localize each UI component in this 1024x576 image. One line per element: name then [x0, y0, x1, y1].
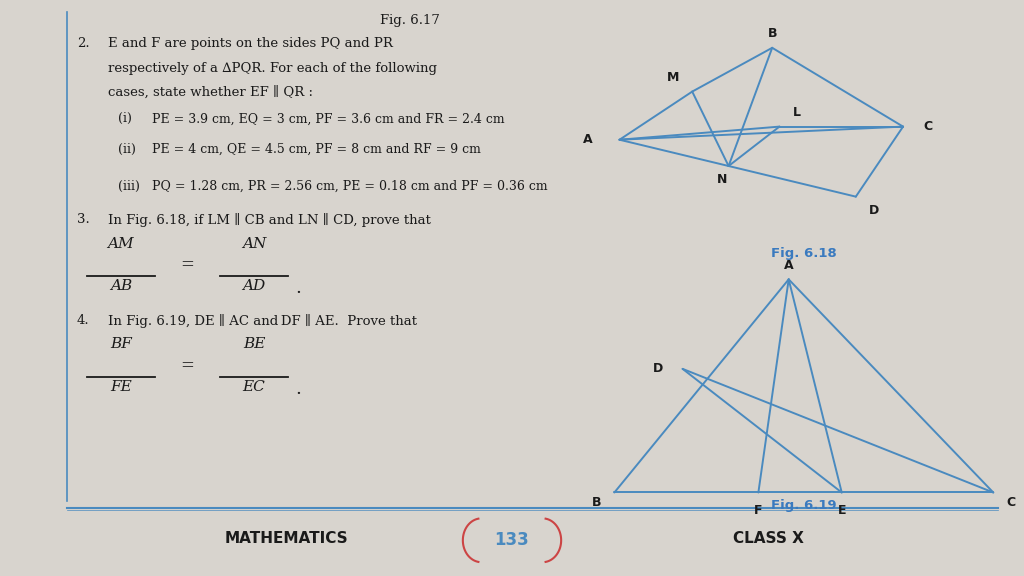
Text: In Fig. 6.19, DE ∥ AC and DF ∥ AE.  Prove that: In Fig. 6.19, DE ∥ AC and DF ∥ AE. Prove… [108, 314, 417, 328]
Text: B: B [592, 497, 601, 509]
Text: FE: FE [110, 380, 132, 394]
Text: AB: AB [110, 279, 132, 293]
Text: M: M [667, 71, 679, 84]
Text: =: = [180, 256, 195, 274]
Text: D: D [869, 204, 880, 217]
Text: BF: BF [110, 338, 132, 351]
Text: A: A [784, 259, 794, 272]
Text: 4.: 4. [77, 314, 89, 327]
Text: (ii): (ii) [118, 143, 135, 156]
Text: D: D [652, 362, 663, 376]
Text: BE: BE [243, 338, 265, 351]
Text: F: F [754, 503, 763, 517]
Text: CLASS X: CLASS X [732, 531, 804, 546]
Text: In Fig. 6.18, if LM ∥ CB and LN ∥ CD, prove that: In Fig. 6.18, if LM ∥ CB and LN ∥ CD, pr… [108, 213, 430, 227]
Text: AN: AN [242, 237, 266, 251]
Text: .: . [295, 279, 301, 297]
Text: PQ = 1.28 cm, PR = 2.56 cm, PE = 0.18 cm and PF = 0.36 cm: PQ = 1.28 cm, PR = 2.56 cm, PE = 0.18 cm… [152, 180, 547, 193]
Text: L: L [793, 106, 801, 119]
Text: =: = [180, 357, 195, 374]
Text: 2.: 2. [77, 37, 89, 51]
Text: 133: 133 [495, 531, 529, 550]
Text: A: A [584, 133, 593, 146]
Text: E: E [838, 503, 846, 517]
Text: PE = 4 cm, QE = 4.5 cm, PF = 8 cm and RF = 9 cm: PE = 4 cm, QE = 4.5 cm, PF = 8 cm and RF… [152, 143, 480, 156]
Text: .: . [295, 380, 301, 398]
Text: N: N [717, 173, 727, 187]
Text: (i): (i) [118, 112, 132, 126]
Text: Fig. 6.17: Fig. 6.17 [380, 14, 439, 28]
Text: cases, state whether EF ∥ QR :: cases, state whether EF ∥ QR : [108, 86, 312, 99]
Text: AD: AD [243, 279, 265, 293]
Text: respectively of a ∆PQR. For each of the following: respectively of a ∆PQR. For each of the … [108, 62, 436, 75]
Text: 3.: 3. [77, 213, 89, 226]
Text: EC: EC [243, 380, 265, 394]
Text: AM: AM [108, 237, 134, 251]
Text: MATHEMATICS: MATHEMATICS [225, 531, 348, 546]
Text: E and F are points on the sides PQ and PR: E and F are points on the sides PQ and P… [108, 37, 392, 51]
Text: C: C [923, 120, 932, 133]
Text: B: B [767, 27, 777, 40]
Text: Fig. 6.19: Fig. 6.19 [771, 499, 837, 513]
Text: C: C [1007, 497, 1016, 509]
Text: Fig. 6.18: Fig. 6.18 [771, 247, 837, 260]
Text: PE = 3.9 cm, EQ = 3 cm, PF = 3.6 cm and FR = 2.4 cm: PE = 3.9 cm, EQ = 3 cm, PF = 3.6 cm and … [152, 112, 504, 126]
Text: (iii): (iii) [118, 180, 139, 193]
